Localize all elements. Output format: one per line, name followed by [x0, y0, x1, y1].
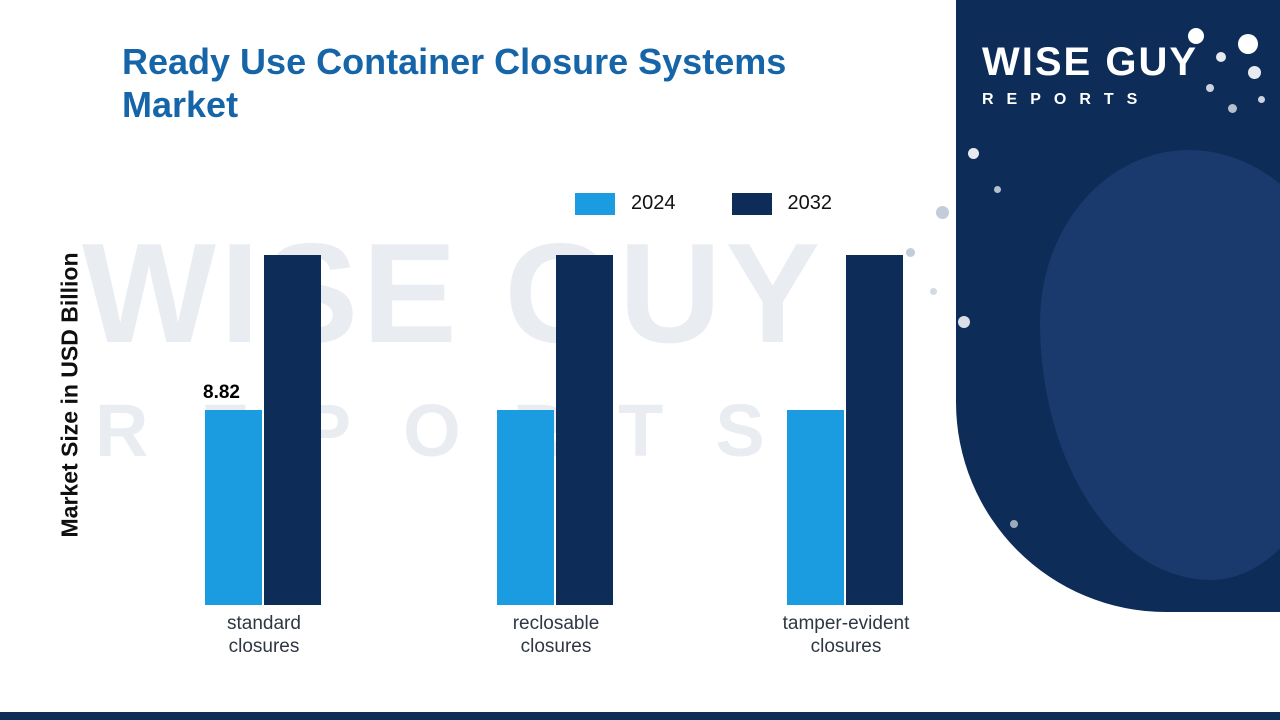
category-label: tamper-evident closures [782, 613, 910, 657]
page-title: Ready Use Container Closure Systems Mark… [122, 40, 982, 126]
dot-icon [1238, 34, 1258, 54]
bar-2032 [556, 255, 613, 605]
dot-icon [1206, 84, 1214, 92]
page-title-line2: Market [122, 84, 239, 126]
dot-icon [1216, 52, 1226, 62]
bar-2032 [264, 255, 321, 605]
legend-swatch [731, 192, 772, 215]
dot-icon [930, 288, 937, 295]
bar-2024 [497, 410, 554, 605]
dot-icon [936, 206, 949, 219]
dot-icon [1248, 66, 1261, 79]
legend-swatch [575, 192, 615, 215]
dot-icon [994, 186, 1001, 193]
legend-item-2024: 2024 [575, 192, 676, 215]
category-label: standard closures [227, 613, 301, 657]
bar-group: tamper-evident closures [783, 255, 909, 657]
dot-icon [1010, 520, 1018, 528]
category-label: reclosable closures [512, 613, 600, 657]
page-title-line1: Ready Use Container Closure Systems [122, 41, 787, 82]
footer-bar [0, 712, 1280, 720]
dot-icon [1258, 96, 1265, 103]
legend-label: 2032 [787, 192, 833, 214]
legend: 2024 2032 [575, 192, 832, 215]
dot-icon [1228, 104, 1237, 113]
legend-item-2032: 2032 [731, 192, 833, 215]
brand-logo: WISE GUY REPORTS [982, 40, 1198, 109]
logo-background-shape [956, 0, 1280, 612]
dot-icon [1188, 28, 1204, 44]
brand-name: WISE GUY [982, 40, 1199, 84]
dot-icon [968, 148, 979, 159]
bar-2032 [846, 255, 903, 605]
watermark-brand-text: WISE GUY [82, 214, 825, 373]
bar-2024 [205, 410, 262, 605]
bar-group: 8.82 standard closures [203, 255, 323, 657]
bar-value-label: 8.82 [203, 382, 240, 403]
dot-icon [906, 248, 915, 257]
bar-group: reclosable closures [497, 255, 615, 657]
dot-icon [958, 316, 970, 328]
legend-label: 2024 [631, 192, 676, 214]
bar-2024 [787, 410, 844, 605]
brand-tagline: REPORTS [982, 91, 1151, 108]
